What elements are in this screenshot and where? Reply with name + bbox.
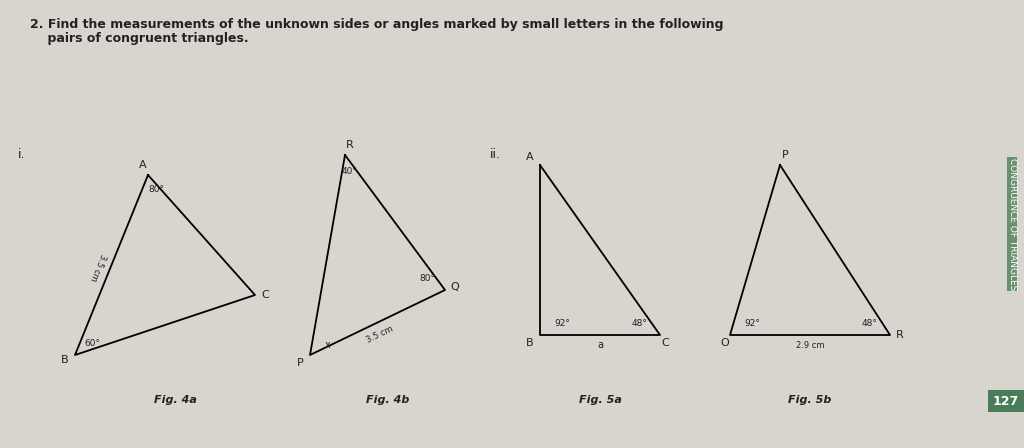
Text: 92°: 92° bbox=[554, 319, 570, 327]
Text: 2. Find the measurements of the unknown sides or angles marked by small letters : 2. Find the measurements of the unknown … bbox=[30, 18, 724, 31]
Text: a: a bbox=[597, 340, 603, 350]
FancyBboxPatch shape bbox=[988, 390, 1024, 412]
Text: 2.9 cm: 2.9 cm bbox=[796, 340, 824, 349]
Text: C: C bbox=[261, 290, 269, 300]
Text: 3.5 cm: 3.5 cm bbox=[365, 324, 394, 345]
Text: A: A bbox=[139, 160, 146, 170]
Text: CONGRUENCE OF TRIANGLES: CONGRUENCE OF TRIANGLES bbox=[1008, 158, 1017, 290]
Text: 48°: 48° bbox=[632, 319, 648, 327]
Text: B: B bbox=[61, 355, 69, 365]
Text: O: O bbox=[721, 338, 729, 348]
Text: 3.5 cm: 3.5 cm bbox=[88, 252, 108, 282]
Text: 40°: 40° bbox=[341, 167, 357, 176]
Text: A: A bbox=[526, 152, 534, 162]
Text: R: R bbox=[346, 140, 354, 150]
Text: 48°: 48° bbox=[862, 319, 878, 327]
Text: 80°: 80° bbox=[419, 273, 435, 283]
Text: Fig. 5b: Fig. 5b bbox=[788, 395, 831, 405]
Text: P: P bbox=[781, 150, 788, 160]
Text: 80°: 80° bbox=[148, 185, 164, 194]
Text: 127: 127 bbox=[993, 395, 1019, 408]
Text: i.: i. bbox=[18, 148, 26, 161]
Text: ii.: ii. bbox=[490, 148, 501, 161]
Text: 92°: 92° bbox=[744, 319, 760, 327]
Text: Fig. 4b: Fig. 4b bbox=[366, 395, 410, 405]
Text: pairs of congruent triangles.: pairs of congruent triangles. bbox=[30, 32, 249, 45]
Text: C: C bbox=[662, 338, 669, 348]
Text: 60°: 60° bbox=[84, 339, 100, 348]
Text: x: x bbox=[326, 340, 331, 350]
Text: Q: Q bbox=[451, 282, 460, 292]
Text: P: P bbox=[297, 358, 303, 368]
Text: R: R bbox=[896, 330, 904, 340]
Text: Fig. 4a: Fig. 4a bbox=[154, 395, 197, 405]
Text: Fig. 5a: Fig. 5a bbox=[579, 395, 622, 405]
Text: B: B bbox=[526, 338, 534, 348]
